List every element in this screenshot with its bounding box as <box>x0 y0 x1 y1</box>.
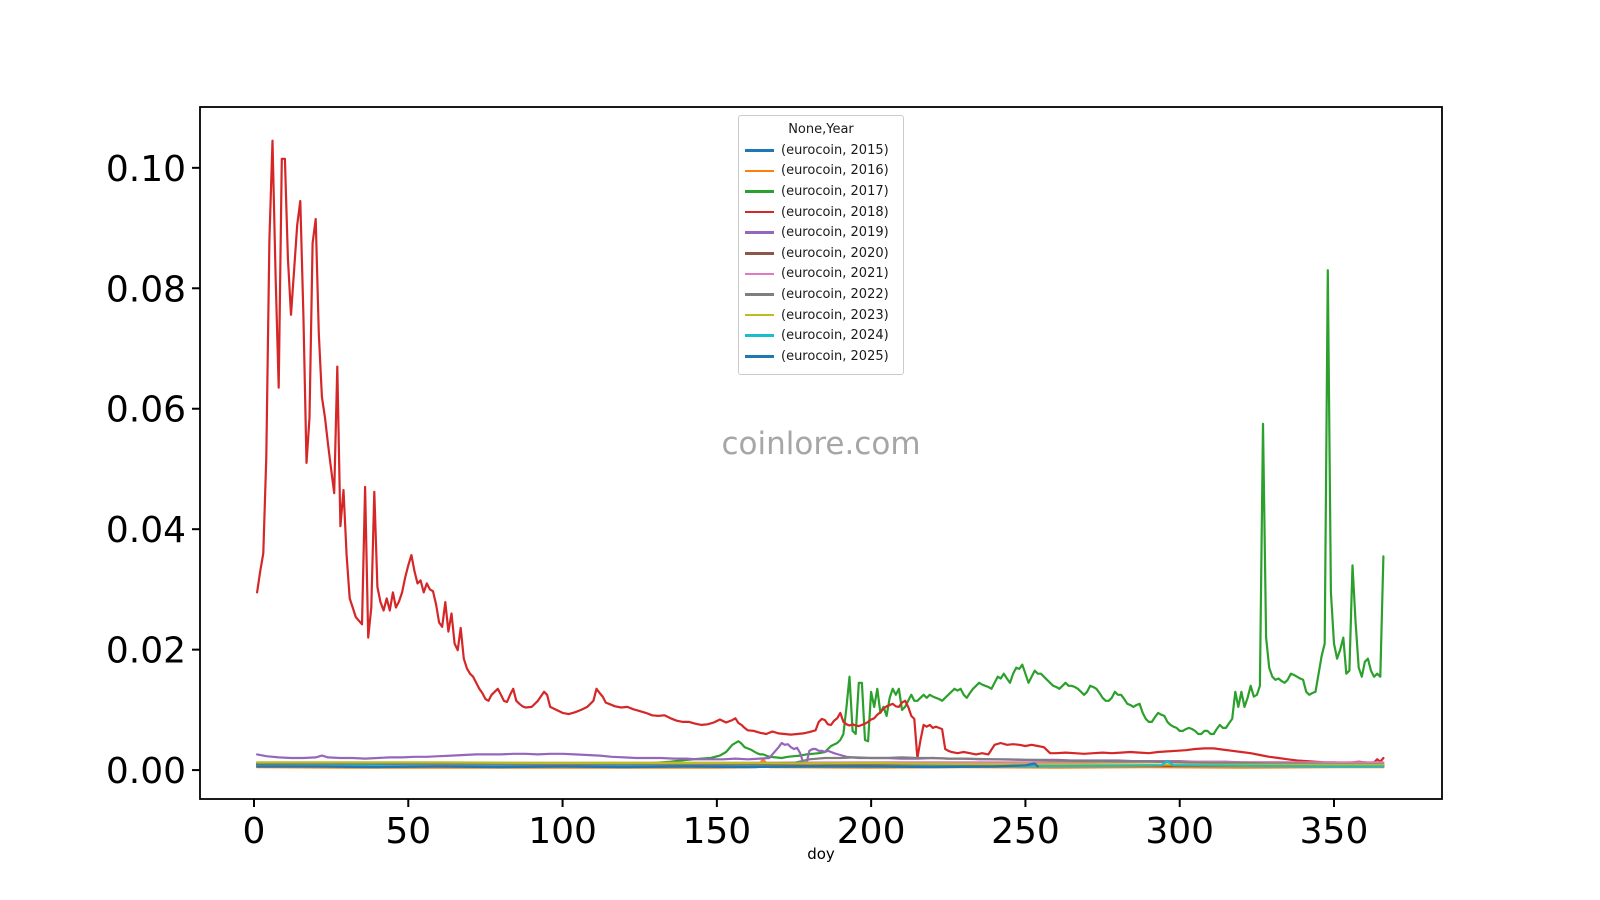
y-tick-label: 0.06 <box>106 390 186 431</box>
y-tick-label: 0.04 <box>106 510 186 551</box>
legend-label: (eurocoin, 2022) <box>781 286 889 302</box>
legend-label: (eurocoin, 2021) <box>781 266 889 282</box>
legend-item-2017: (eurocoin, 2017) <box>745 181 897 202</box>
legend-item-2016: (eurocoin, 2016) <box>745 161 897 182</box>
legend-item-2023: (eurocoin, 2023) <box>745 305 897 326</box>
legend-rows: (eurocoin, 2015) (eurocoin, 2016) (eurocoi… <box>745 140 897 367</box>
series-group <box>256 139 1385 769</box>
series-line-2017 <box>256 269 1385 767</box>
x-tick-label: 300 <box>1145 811 1214 852</box>
legend-line-swatch <box>745 293 774 296</box>
plot-border <box>199 106 1443 800</box>
y-tick-label: 0.02 <box>106 631 186 672</box>
legend-item-2024: (eurocoin, 2024) <box>745 325 897 346</box>
y-tick-label: 0.10 <box>106 149 186 190</box>
legend-title: None,Year <box>788 122 854 137</box>
legend-item-2025: (eurocoin, 2025) <box>745 346 897 367</box>
x-tick-label: 0 <box>243 811 266 852</box>
x-axis-label: doy <box>807 845 835 863</box>
legend-line-swatch <box>745 354 774 358</box>
legend-line-swatch <box>745 149 774 152</box>
legend-label: (eurocoin, 2023) <box>781 307 889 323</box>
x-tick-label: 100 <box>528 811 597 852</box>
legend-label: (eurocoin, 2017) <box>781 183 889 199</box>
legend-line-swatch <box>745 231 774 234</box>
legend-line-swatch <box>745 169 774 173</box>
y-tick-label: 0.00 <box>106 751 186 792</box>
legend-item-2015: (eurocoin, 2015) <box>745 140 897 161</box>
legend-label: (eurocoin, 2024) <box>781 328 889 344</box>
legend-label: (eurocoin, 2016) <box>781 163 889 179</box>
series-line-2023 <box>256 761 1385 766</box>
x-tick-label: 200 <box>837 811 906 852</box>
series-line-2022 <box>256 756 1385 766</box>
legend-label: (eurocoin, 2025) <box>781 348 889 364</box>
legend-line-swatch <box>745 334 774 337</box>
legend-item-2021: (eurocoin, 2021) <box>745 264 897 285</box>
legend-line-swatch <box>745 190 774 193</box>
series-line-2018 <box>256 139 1385 764</box>
series-line-2025 <box>256 762 1039 769</box>
x-tick-label: 150 <box>682 811 751 852</box>
x-tick-label: 350 <box>1300 811 1369 852</box>
legend-label: (eurocoin, 2020) <box>781 245 889 261</box>
legend-label: (eurocoin, 2019) <box>781 225 889 241</box>
series-line-2019 <box>256 741 1382 766</box>
legend-label: (eurocoin, 2018) <box>781 204 889 220</box>
legend-item-2022: (eurocoin, 2022) <box>745 284 897 305</box>
x-tick-label: 50 <box>385 811 431 852</box>
legend-label: (eurocoin, 2015) <box>781 142 889 158</box>
x-tick-label: 250 <box>991 811 1060 852</box>
legend-line-swatch <box>745 313 774 317</box>
legend-line-swatch <box>745 251 774 255</box>
legend-item-2019: (eurocoin, 2019) <box>745 222 897 243</box>
legend-line-swatch <box>745 272 774 276</box>
legend-box: None,Year (eurocoin, 2015) (eurocoin, 201… <box>738 115 904 375</box>
legend-item-2018: (eurocoin, 2018) <box>745 202 897 223</box>
legend-line-swatch <box>745 210 774 214</box>
legend-item-2020: (eurocoin, 2020) <box>745 243 897 264</box>
y-tick-label: 0.08 <box>106 269 186 310</box>
